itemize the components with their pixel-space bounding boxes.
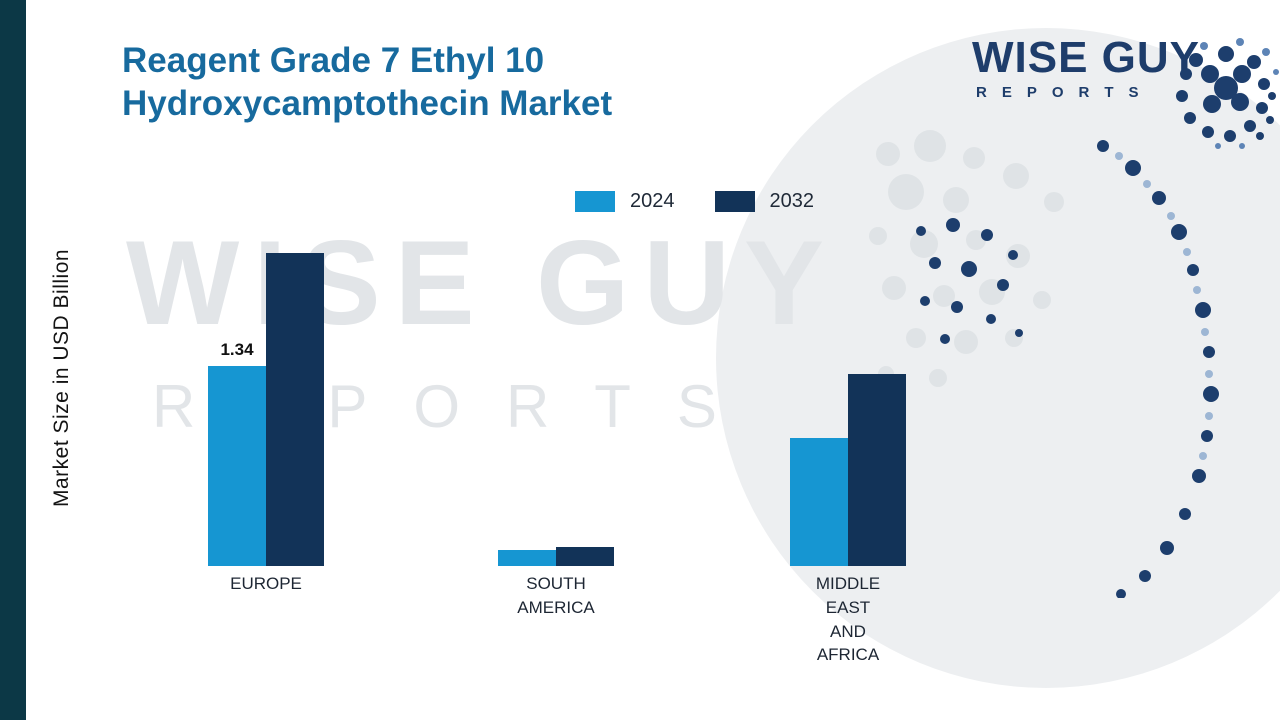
- bar-group-1: [498, 547, 614, 566]
- category-label-1: SOUTH AMERICA: [517, 574, 595, 617]
- y-axis-label: Market Size in USD Billion: [50, 248, 73, 508]
- legend-item-2024: 2024: [575, 190, 675, 213]
- category-label-2: MIDDLE EAST AND AFRICA: [815, 574, 881, 665]
- legend-swatch-2032: [714, 191, 755, 212]
- legend-item-2032: 2032: [714, 190, 815, 213]
- watermark-brand-text: WISE GUY: [126, 216, 839, 350]
- brand-logo-face-icon: [1176, 38, 1279, 149]
- bar-2032-category-1: [556, 547, 614, 566]
- legend-swatch-2024: [575, 191, 615, 212]
- brand-logo-text: WISE GUY: [972, 33, 1201, 82]
- bar-2024-category-1: [498, 550, 556, 566]
- bar-2024-category-2: [790, 438, 848, 566]
- background-circle: [716, 28, 1280, 688]
- value-label: 1.34: [220, 340, 254, 359]
- chart-legend: 2024 2032: [575, 190, 854, 213]
- brand-logo: WISE GUY REPORTS: [972, 33, 1201, 102]
- bar-2032-category-0: [266, 253, 324, 566]
- legend-label-2024: 2024: [630, 190, 675, 212]
- bar-group-2: [790, 374, 906, 566]
- legend-label-2032: 2032: [769, 190, 815, 212]
- decorative-profile-dots: [1097, 140, 1219, 598]
- decorative-gray-dots: [869, 130, 1064, 387]
- left-accent-bar: [0, 0, 26, 720]
- bar-group-0: [208, 253, 324, 566]
- decorative-navy-dots: [916, 218, 1023, 344]
- page-title: Reagent Grade 7 Ethyl 10 Hydroxycamptoth…: [122, 41, 613, 123]
- brand-logo-subtext: REPORTS: [976, 84, 1154, 101]
- category-label-0: EUROPE: [230, 574, 302, 593]
- bar-2032-category-2: [848, 374, 906, 566]
- bar-chart-plot-area: EUROPE SOUTH AMERICA MIDDLE EAST AND AFRIC…: [150, 180, 970, 664]
- bar-2024-category-0: [208, 366, 266, 566]
